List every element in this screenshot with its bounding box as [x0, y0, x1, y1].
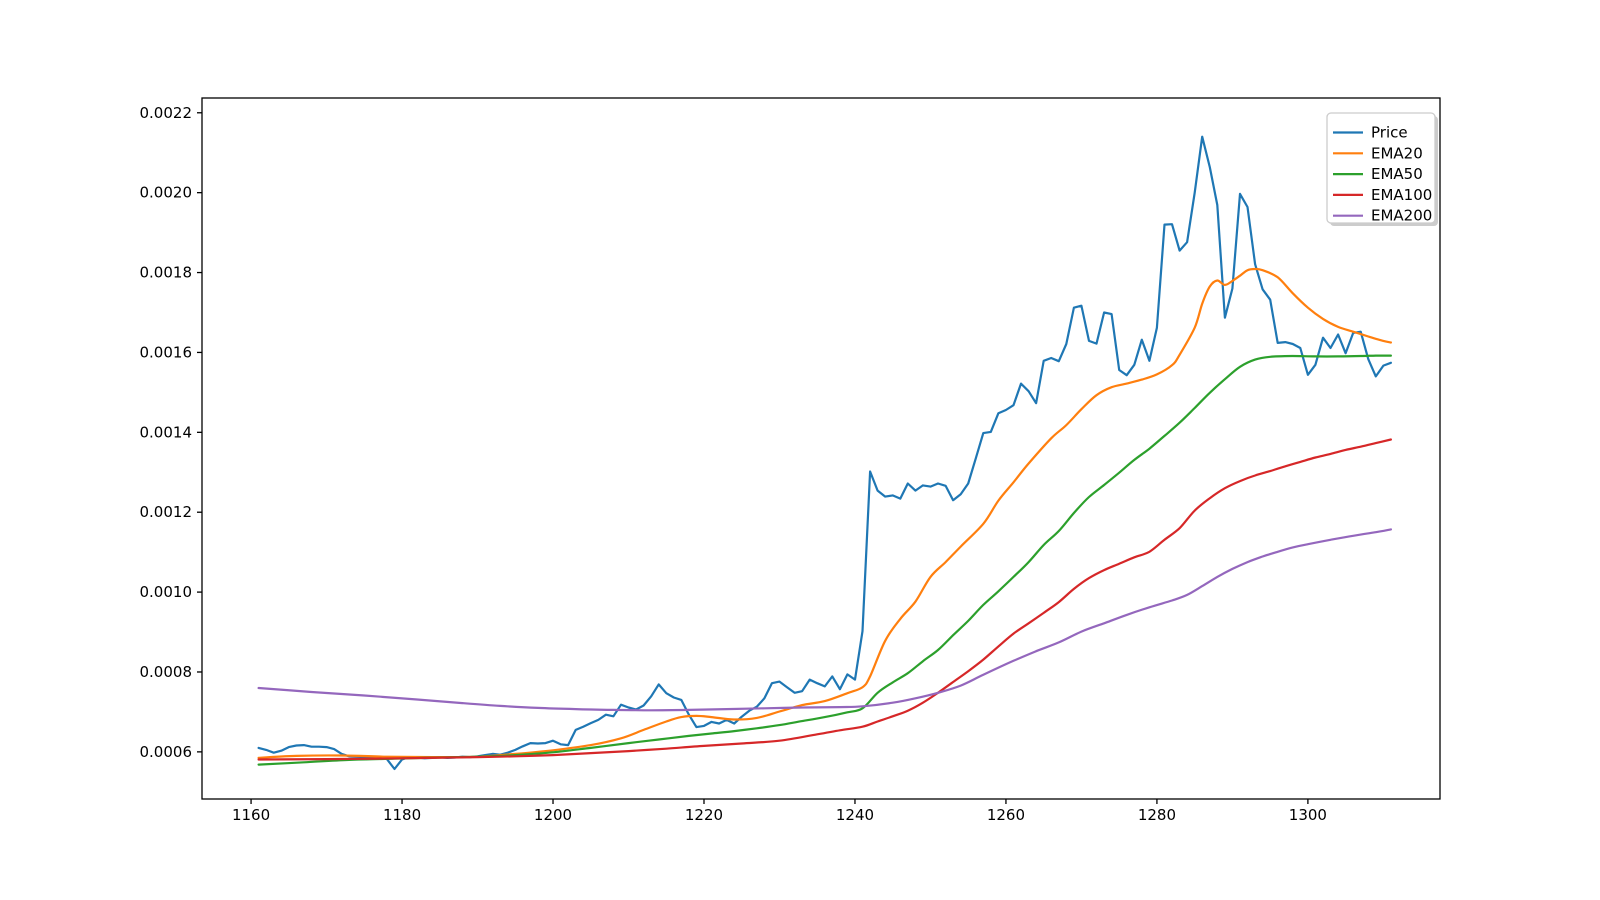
legend-label-ema20: EMA20: [1371, 144, 1423, 162]
y-tick-label: 0.0006: [140, 743, 193, 761]
x-tick-label: 1260: [987, 806, 1025, 824]
y-tick-label: 0.0016: [140, 343, 193, 361]
legend-label-ema200: EMA200: [1371, 207, 1432, 225]
x-tick-label: 1220: [685, 806, 723, 824]
x-tick-label: 1180: [383, 806, 421, 824]
series-line-ema20: [257, 267, 1392, 759]
y-tick-label: 0.0022: [140, 104, 193, 122]
legend-label-ema100: EMA100: [1371, 186, 1432, 204]
axes-frame: [201, 97, 1441, 800]
x-tick-label: 1200: [534, 806, 572, 824]
series-line-ema200: [257, 528, 1392, 712]
y-tick-label: 0.0012: [140, 503, 193, 521]
series-line-ema50: [257, 354, 1392, 766]
series-line-ema100: [257, 438, 1392, 761]
x-tick-label: 1240: [836, 806, 874, 824]
y-tick-label: 0.0008: [140, 663, 193, 681]
legend-label-price: Price: [1371, 124, 1408, 142]
x-tick-label: 1280: [1138, 806, 1176, 824]
y-tick-label: 0.0018: [140, 264, 193, 282]
x-tick-label: 1160: [232, 806, 270, 824]
axes-background: [202, 98, 1440, 799]
y-tick-label: 0.0014: [140, 423, 193, 441]
y-tick-label: 0.0020: [140, 184, 193, 202]
y-tick-label: 0.0010: [140, 583, 193, 601]
x-tick-label: 1300: [1289, 806, 1327, 824]
legend-label-ema50: EMA50: [1371, 165, 1423, 183]
